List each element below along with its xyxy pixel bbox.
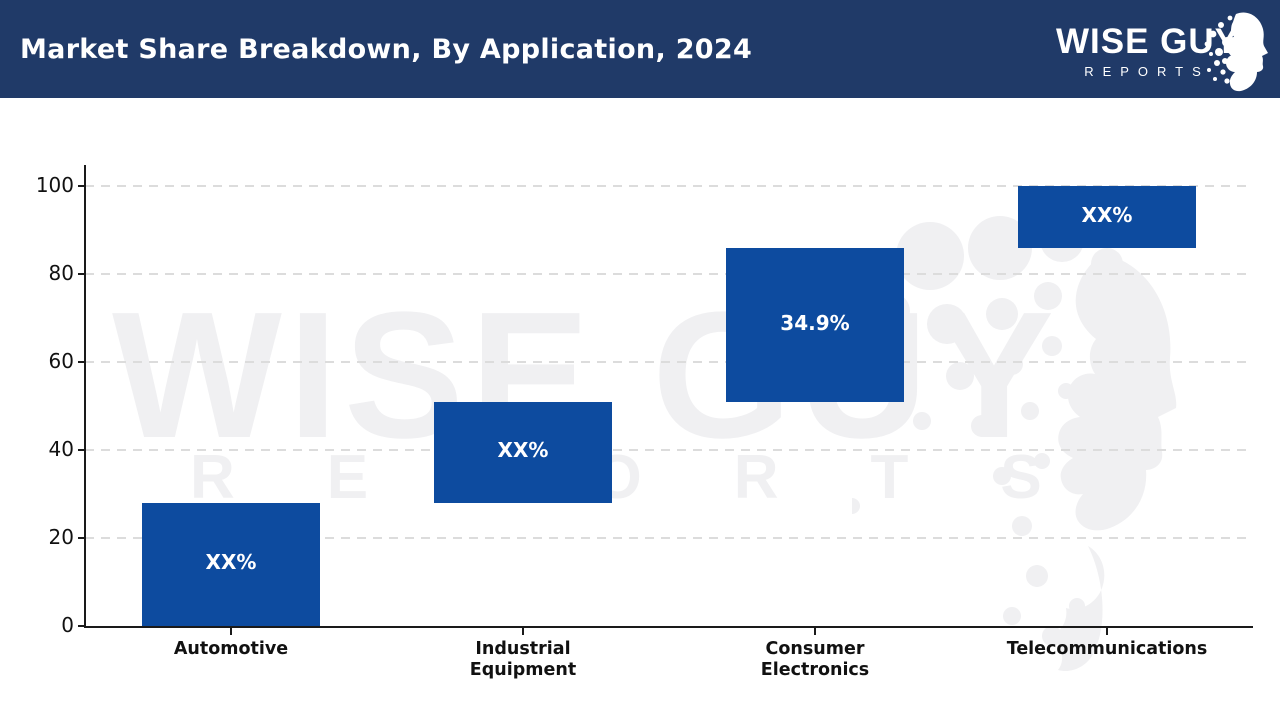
y-axis-tick [78, 625, 85, 627]
x-axis-tick-label: Telecommunications [1006, 639, 1208, 659]
y-axis-tick-label: 40 [48, 437, 74, 461]
y-axis-tick [78, 361, 85, 363]
bar-value-label: XX% [205, 550, 257, 575]
x-axis-tick-label: Automotive [173, 639, 289, 659]
bar-3 [726, 248, 904, 402]
gridline-20 [85, 537, 1253, 539]
y-axis-line [84, 165, 86, 628]
gridline-80 [85, 273, 1253, 275]
y-axis-tick-label: 100 [35, 173, 74, 197]
bar-1 [142, 502, 320, 626]
watermark-face-icon [852, 216, 1177, 672]
bar-value-label: XX% [1081, 203, 1133, 228]
wise-guy-logo: WISE GUY REPORTS [1028, 4, 1268, 96]
header: Market Share Breakdown, By Application, … [0, 0, 1280, 98]
y-axis-tick [78, 449, 85, 451]
y-axis-tick [78, 185, 85, 187]
logo-wordmark: WISE GUY [1056, 22, 1240, 61]
x-axis-tick [1106, 628, 1108, 635]
bar-value-label: 34.9% [780, 310, 850, 335]
y-axis-tick-label: 60 [48, 349, 74, 373]
x-axis-tick-label: Industrial Equipment [469, 639, 577, 680]
x-axis-tick [814, 628, 816, 635]
x-axis-line [84, 626, 1253, 628]
bar-value-label: XX% [497, 438, 549, 463]
gridline-100 [85, 185, 1253, 187]
logo-subtext: REPORTS [1084, 64, 1210, 79]
x-axis-tick [230, 628, 232, 635]
y-axis-tick [78, 537, 85, 539]
bar-4 [1018, 186, 1196, 249]
x-axis-tick-label: Consumer Electronics [760, 639, 870, 680]
watermark-subtext: REPORTS [190, 443, 1134, 512]
logo-text: WISE GUY REPORTS [1056, 22, 1240, 79]
x-axis-tick [522, 628, 524, 635]
y-axis-tick-label: 0 [61, 613, 74, 637]
logo-face-icon [1204, 12, 1268, 92]
chart-area: WISE GUY REPORTS 0 20 40 60 80 100 XX% Automoti… [0, 98, 1280, 720]
y-axis-tick-label: 80 [48, 261, 74, 285]
bar-2 [434, 401, 612, 503]
y-axis-tick-label: 20 [48, 525, 74, 549]
gridline-60 [85, 361, 1253, 363]
chart-title: Market Share Breakdown, By Application, … [20, 33, 753, 65]
gridline-40 [85, 449, 1253, 451]
y-axis-tick [78, 273, 85, 275]
